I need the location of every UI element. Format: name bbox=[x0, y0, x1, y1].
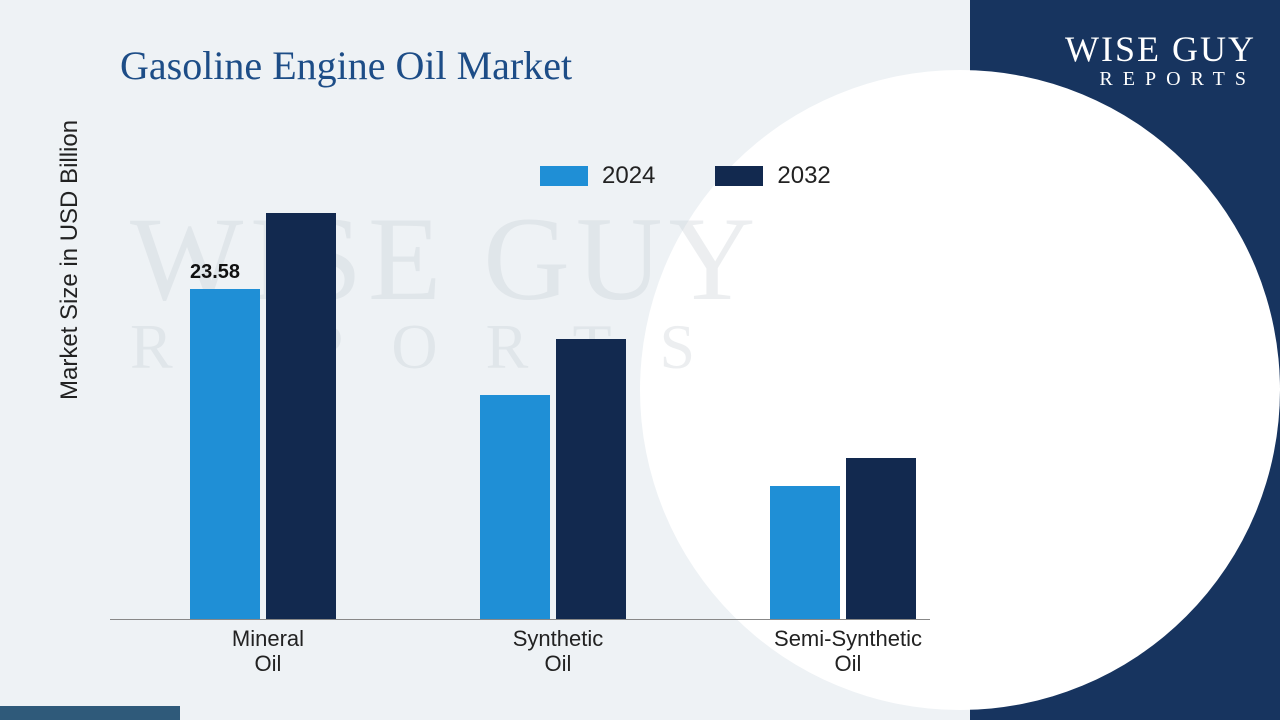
category-label: Semi-SyntheticOil bbox=[748, 626, 948, 677]
value-label: 23.58 bbox=[190, 261, 240, 284]
brand-line2: REPORTS bbox=[1065, 68, 1256, 91]
bar-group: MineralOil23.58 bbox=[190, 200, 346, 620]
legend-swatch-2024 bbox=[540, 166, 588, 186]
category-label: MineralOil bbox=[168, 626, 368, 677]
bar-2024 bbox=[770, 486, 840, 619]
category-label: SyntheticOil bbox=[458, 626, 658, 677]
brand-line1: WISE GUY bbox=[1065, 28, 1256, 70]
legend-label-2032: 2032 bbox=[777, 162, 830, 190]
plot-area: MineralOil23.58 SyntheticOil Semi-Syntheti… bbox=[110, 200, 930, 620]
bar-2024 bbox=[190, 289, 260, 619]
bar-2032 bbox=[556, 339, 626, 619]
legend-swatch-2032 bbox=[715, 166, 763, 186]
legend-label-2024: 2024 bbox=[602, 162, 655, 190]
legend: 2024 2032 bbox=[540, 162, 831, 190]
y-axis-label: Market Size in USD Billion bbox=[56, 120, 84, 400]
bar-group: SyntheticOil bbox=[480, 200, 636, 620]
bar-2032 bbox=[266, 213, 336, 619]
bar-group: Semi-SyntheticOil bbox=[770, 200, 926, 620]
brand-logo: WISE GUY REPORTS bbox=[1065, 28, 1256, 91]
legend-item-2032: 2032 bbox=[715, 162, 830, 190]
chart-title: Gasoline Engine Oil Market bbox=[120, 42, 572, 89]
bar-2024 bbox=[480, 395, 550, 619]
legend-item-2024: 2024 bbox=[540, 162, 655, 190]
bottom-accent-strip bbox=[0, 706, 180, 720]
bar-2032 bbox=[846, 458, 916, 619]
